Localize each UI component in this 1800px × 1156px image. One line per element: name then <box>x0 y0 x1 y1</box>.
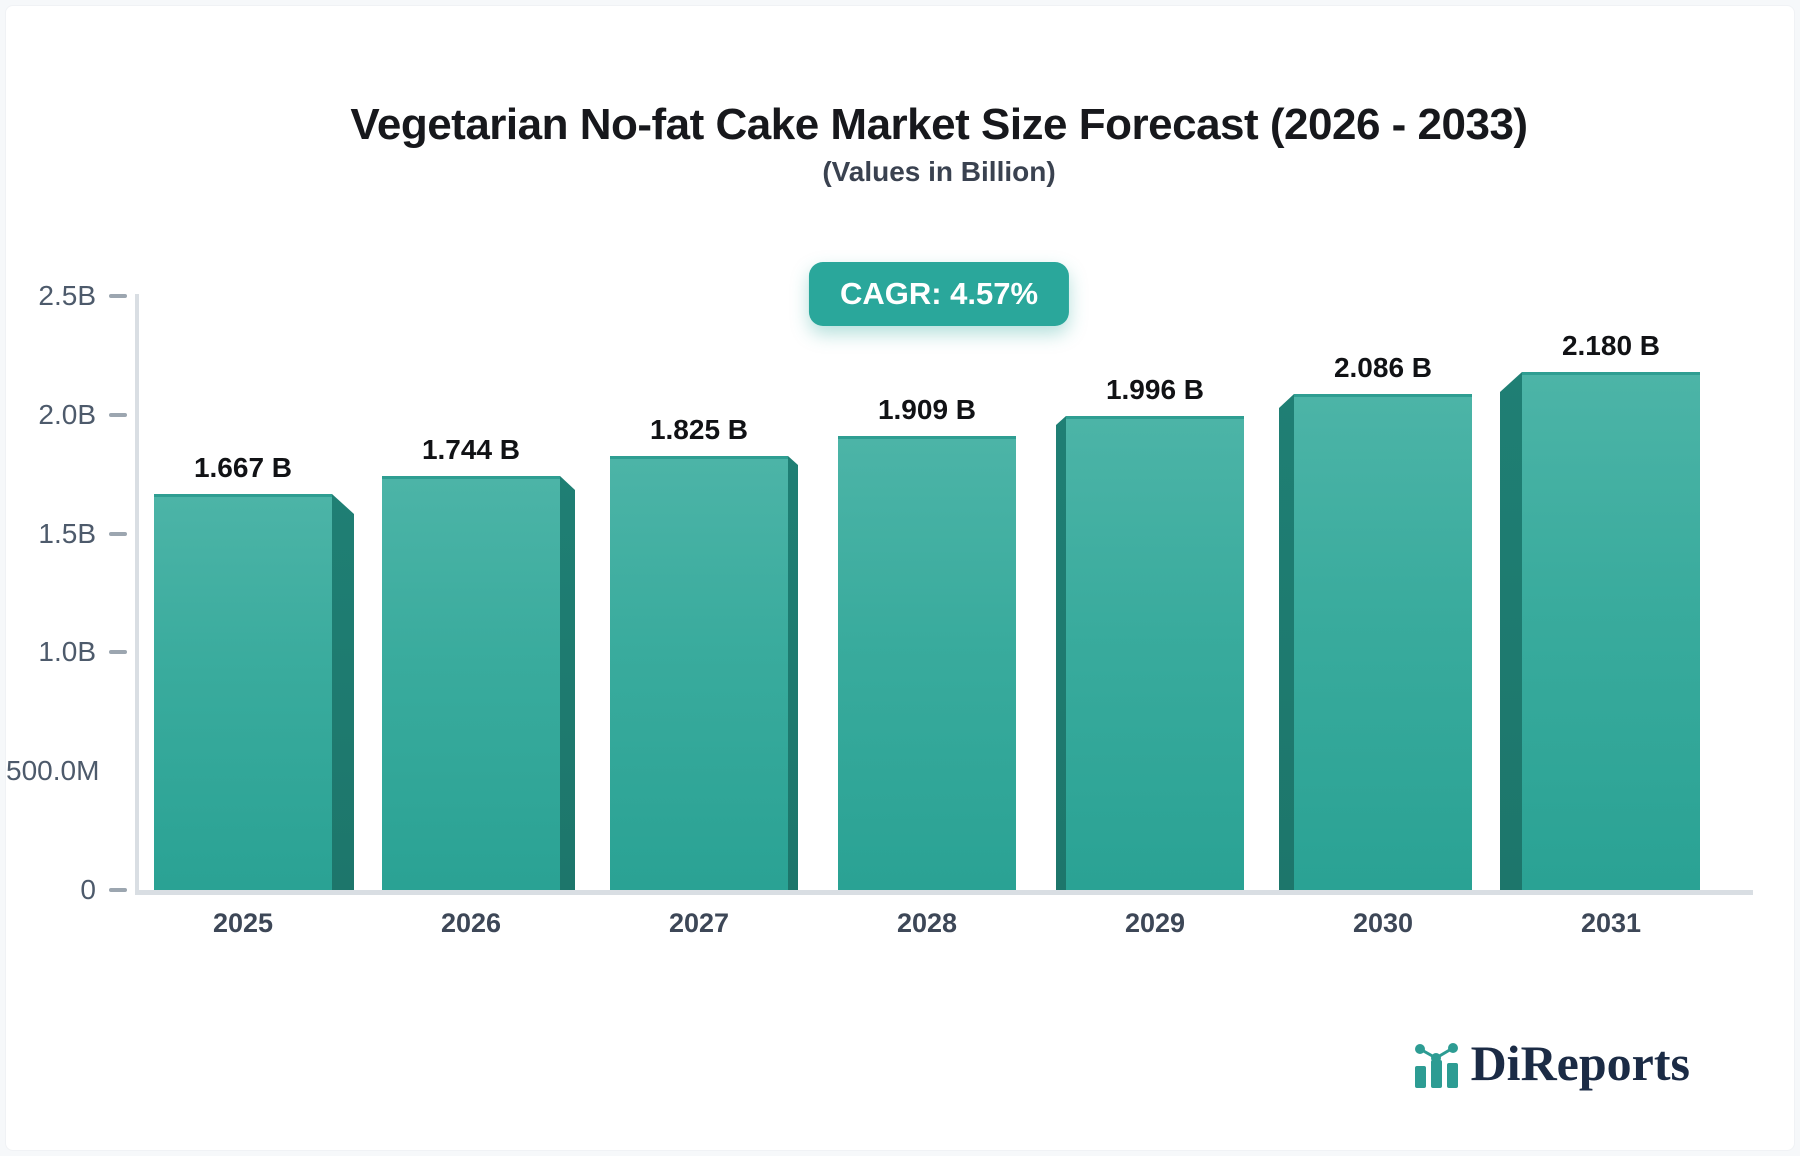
y-axis-line <box>135 294 139 894</box>
cagr-badge: CAGR: 4.57% <box>808 262 1070 326</box>
bar-3d-side <box>1500 372 1522 890</box>
bar-2028 <box>838 436 1016 890</box>
bar-value-label: 1.996 B <box>1105 374 1205 405</box>
logo-text: DiReports <box>1470 1035 1690 1091</box>
y-tick-dash <box>109 531 127 536</box>
chart-subtitle: (Values in Billion) <box>822 156 1056 187</box>
bar-3d-side <box>1279 394 1294 890</box>
bar-chart-logo-icon <box>1414 1043 1458 1088</box>
x-axis-baseline <box>135 890 1753 895</box>
y-tick-label: 1.0B <box>38 636 96 668</box>
y-tick-label: 0 <box>80 874 96 905</box>
bar-value-label: 1.825 B <box>649 414 749 445</box>
x-axis-label-2031: 2031 <box>1580 908 1642 938</box>
bar-value-label: 2.180 B <box>1561 330 1661 361</box>
bar-3d-side <box>788 456 798 890</box>
x-axis-label-2030: 2030 <box>1352 908 1414 938</box>
bar-2030 <box>1294 394 1472 890</box>
y-tick-dash <box>109 294 127 298</box>
bar-2025 <box>154 494 332 890</box>
bar-3d-side <box>332 494 354 890</box>
x-axis-label-2026: 2026 <box>440 908 502 938</box>
bar-2031 <box>1522 372 1700 890</box>
plot-area: 1.667 B 2025 1.744 B 2026 1.825 B 2027 1.909 B… <box>139 296 1751 938</box>
x-axis-label-2027: 2027 <box>668 908 730 938</box>
x-axis-label-2028: 2028 <box>896 908 958 938</box>
bar-3d-side <box>560 476 575 890</box>
bar-value-label: 2.086 B <box>1333 352 1433 383</box>
bar-value-label: 1.744 B <box>421 434 521 465</box>
chart-card: Vegetarian No-fat Cake Market Size Forec… <box>5 5 1795 1151</box>
x-axis-label-2025: 2025 <box>212 908 274 938</box>
bar-value-label: 1.667 B <box>193 452 293 483</box>
bar-value-label: 1.909 B <box>877 394 977 425</box>
y-tick-dash <box>109 650 127 655</box>
y-tick-label: 500.0M <box>6 755 100 787</box>
y-tick-dash <box>109 412 127 417</box>
y-tick-label: 2.5B <box>38 280 96 311</box>
chart-title: Vegetarian No-fat Cake Market Size Forec… <box>350 100 1528 149</box>
bar-2026 <box>382 476 560 890</box>
y-tick-dash <box>109 888 127 892</box>
bar-3d-side <box>1056 416 1066 890</box>
bar-2027 <box>610 456 788 890</box>
direports-logo: DiReports <box>1413 1038 1690 1088</box>
x-axis-label-2029: 2029 <box>1124 908 1186 938</box>
y-tick-label: 1.5B <box>38 517 96 549</box>
y-tick-label: 2.0B <box>38 398 96 430</box>
bar-2029 <box>1066 416 1244 890</box>
